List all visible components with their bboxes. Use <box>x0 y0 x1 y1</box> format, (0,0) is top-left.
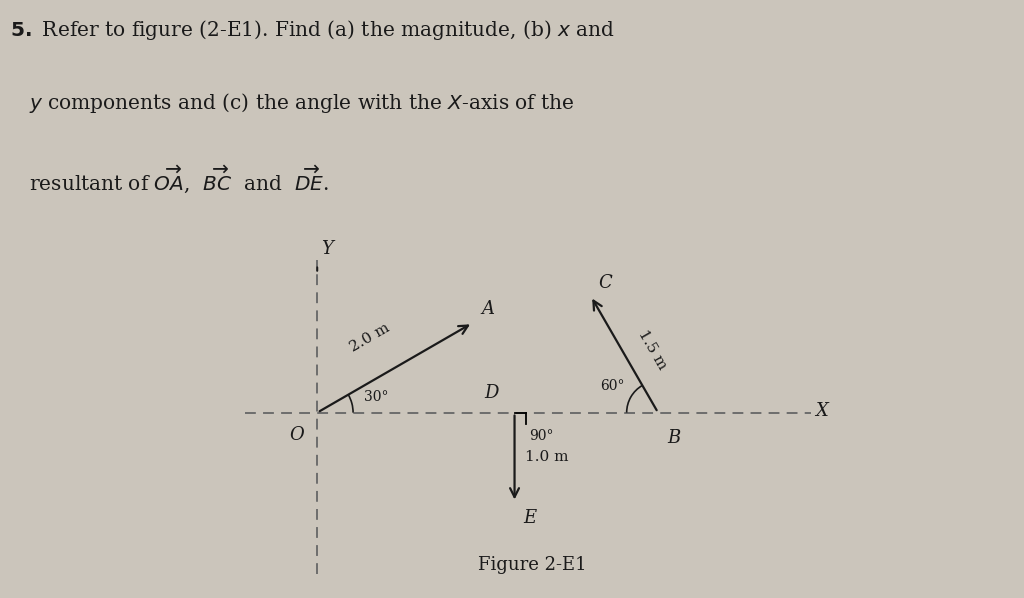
Text: 2.0 m: 2.0 m <box>347 321 392 354</box>
Text: C: C <box>598 274 611 292</box>
Text: D: D <box>484 384 499 402</box>
Text: B: B <box>667 429 680 447</box>
Text: 1.0 m: 1.0 m <box>525 450 568 465</box>
Text: $y$ components and (c) the angle with the $X$-axis of the: $y$ components and (c) the angle with th… <box>10 91 574 115</box>
Text: Figure 2-E1: Figure 2-E1 <box>478 556 587 574</box>
Text: Y: Y <box>321 240 333 258</box>
Text: 30°: 30° <box>364 390 388 404</box>
Text: 90°: 90° <box>528 429 553 443</box>
Text: A: A <box>481 300 495 319</box>
Text: resultant of $\overrightarrow{OA}$,  $\overrightarrow{BC}$  and  $\overrightarro: resultant of $\overrightarrow{OA}$, $\ov… <box>10 164 329 195</box>
Text: $\mathbf{5.}$ Refer to figure (2-E1). Find (a) the magnitude, (b) $x$ and: $\mathbf{5.}$ Refer to figure (2-E1). Fi… <box>10 18 615 42</box>
Text: X: X <box>815 402 828 420</box>
Text: O: O <box>289 426 304 444</box>
Text: E: E <box>523 509 537 527</box>
Text: 60°: 60° <box>600 379 625 393</box>
Text: 1.5 m: 1.5 m <box>635 328 669 372</box>
